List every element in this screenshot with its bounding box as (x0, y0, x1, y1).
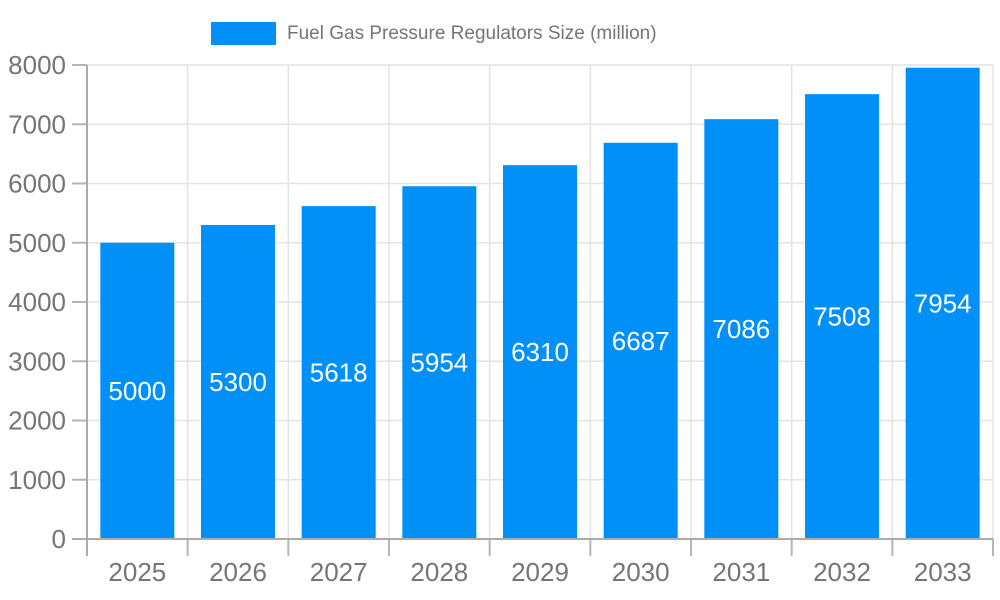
y-axis-label: 4000 (8, 287, 66, 317)
x-axis-label-2027: 2027 (310, 557, 368, 587)
x-axis-label-2029: 2029 (511, 557, 569, 587)
legend-swatch (211, 22, 276, 45)
bar-value-label: 5954 (410, 348, 468, 378)
x-axis-label-2028: 2028 (410, 557, 468, 587)
bar-value-label: 7086 (712, 314, 770, 344)
y-axis-label: 1000 (8, 465, 66, 495)
x-axis-label-2030: 2030 (612, 557, 670, 587)
bar-2033[interactable] (905, 67, 980, 539)
bar-value-label: 7508 (813, 302, 871, 332)
bar-2025[interactable] (100, 242, 175, 538)
bar-2032[interactable] (805, 94, 879, 538)
y-axis-label: 8000 (8, 50, 66, 80)
x-axis-label-2031: 2031 (712, 557, 770, 587)
legend-item[interactable]: Fuel Gas Pressure Regulators Size (milli… (211, 22, 657, 45)
y-axis-label: 6000 (8, 169, 66, 199)
bar-value-label: 5300 (209, 367, 267, 397)
bar-2026[interactable] (201, 224, 275, 538)
bar-value-label: 5618 (310, 358, 368, 388)
bar-2029[interactable] (503, 165, 577, 538)
x-axis-label-2026: 2026 (209, 557, 267, 587)
x-axis-label-2025: 2025 (108, 557, 166, 587)
bar-value-label: 5000 (108, 376, 166, 406)
x-axis-label-2033: 2033 (914, 557, 972, 587)
bar-value-label: 6310 (511, 337, 569, 367)
bar-2027[interactable] (301, 206, 376, 539)
y-axis-label: 7000 (8, 109, 66, 139)
bar-value-label: 7954 (914, 288, 972, 318)
bar-value-label: 6687 (612, 326, 670, 356)
x-axis-label-2032: 2032 (813, 557, 871, 587)
bar-2031[interactable] (704, 119, 779, 538)
y-axis-label: 2000 (8, 406, 66, 436)
y-axis-label: 3000 (8, 346, 66, 376)
legend-label: Fuel Gas Pressure Regulators Size (milli… (287, 23, 657, 44)
y-axis-label: 5000 (8, 228, 66, 258)
y-axis-label: 0 (52, 524, 66, 554)
bar-2028[interactable] (402, 186, 477, 538)
bar-2030[interactable] (603, 142, 678, 538)
